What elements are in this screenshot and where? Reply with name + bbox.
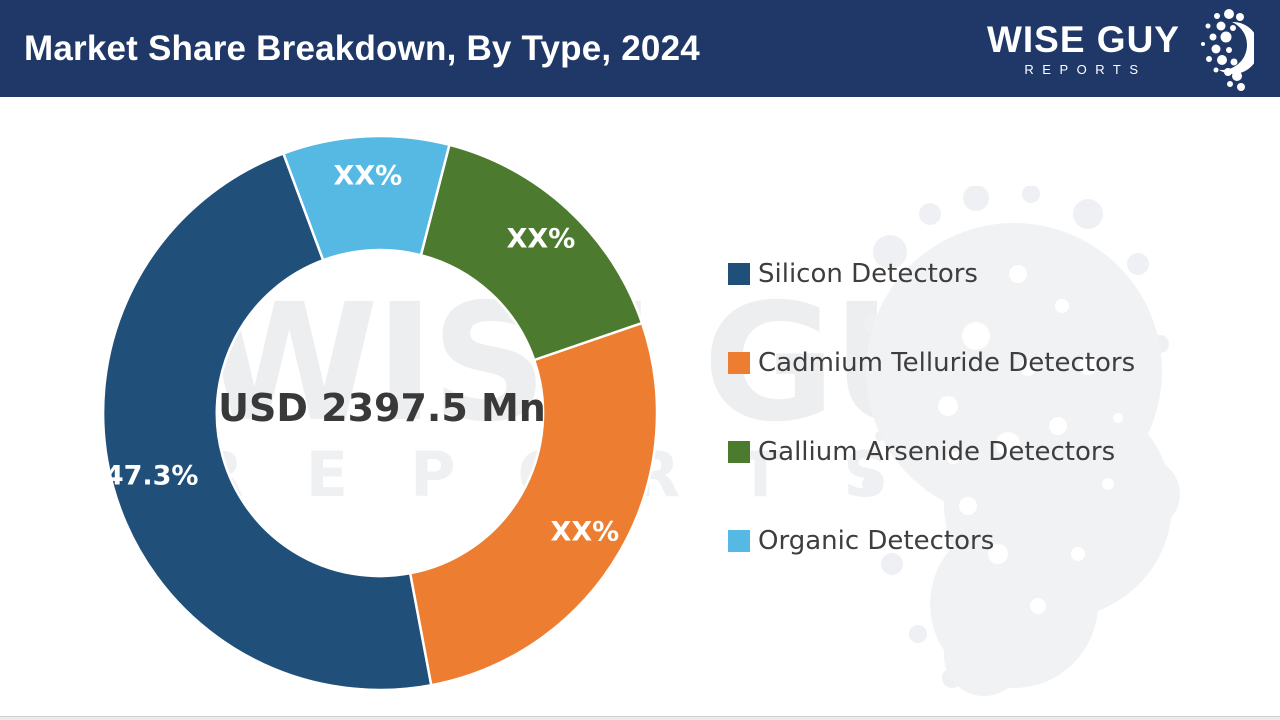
slice-cadmium-telluride-detectors bbox=[408, 321, 659, 687]
legend-swatch-organic-detectors bbox=[728, 530, 750, 552]
legend-item-silicon-detectors: Silicon Detectors bbox=[728, 259, 1135, 289]
legend-swatch-cadmium-telluride-detectors bbox=[728, 352, 750, 374]
slice-label-cadmium-telluride-detectors: XX% bbox=[550, 516, 620, 548]
slice-label-gallium-arsenide-detectors: XX% bbox=[506, 223, 576, 255]
logo-face-dots bbox=[1201, 8, 1245, 91]
legend-item-cadmium-telluride-detectors: Cadmium Telluride Detectors bbox=[728, 348, 1136, 378]
chart-legend: Silicon Detectors Cadmium Telluride Detec… bbox=[728, 259, 1136, 556]
legend-item-organic-detectors: Organic Detectors bbox=[728, 526, 1135, 556]
watermark-head-silhouette bbox=[866, 223, 1180, 696]
footer-divider bbox=[0, 716, 1280, 720]
legend-label-organic-detectors: Organic Detectors bbox=[758, 526, 995, 556]
legend-swatch-silicon-detectors bbox=[728, 263, 750, 285]
header-bar: Market Share Breakdown, By Type, 2024 WI… bbox=[0, 0, 1280, 97]
legend-label-gallium-arsenide-detectors: Gallium Arsenide Detectors bbox=[758, 437, 1116, 467]
legend-label-cadmium-telluride-detectors: Cadmium Telluride Detectors bbox=[758, 348, 1136, 378]
legend-label-silicon-detectors: Silicon Detectors bbox=[758, 259, 978, 289]
donut-center-value: USD 2397.5 Mn bbox=[218, 386, 546, 430]
logo-brand-subtext: REPORTS bbox=[1024, 61, 1147, 77]
slice-label-organic-detectors: XX% bbox=[333, 160, 403, 192]
logo-face-icon bbox=[1197, 8, 1254, 91]
logo-brand-name: WISE GUY bbox=[986, 18, 1180, 60]
logo-wordmark: WISE GUY REPORTS bbox=[987, 21, 1180, 77]
brand-logo: WISE GUY REPORTS bbox=[987, 4, 1254, 94]
legend-item-gallium-arsenide-detectors: Gallium Arsenide Detectors bbox=[728, 437, 1135, 467]
slice-organic-detectors bbox=[282, 134, 451, 262]
slice-label-silicon-detectors: 47.3% bbox=[104, 460, 199, 492]
slice-silicon-detectors bbox=[101, 152, 433, 692]
page-title: Market Share Breakdown, By Type, 2024 bbox=[24, 28, 700, 68]
watermark-face bbox=[862, 186, 1180, 696]
watermark-inner-dots bbox=[938, 265, 1123, 614]
legend-swatch-gallium-arsenide-detectors bbox=[728, 441, 750, 463]
